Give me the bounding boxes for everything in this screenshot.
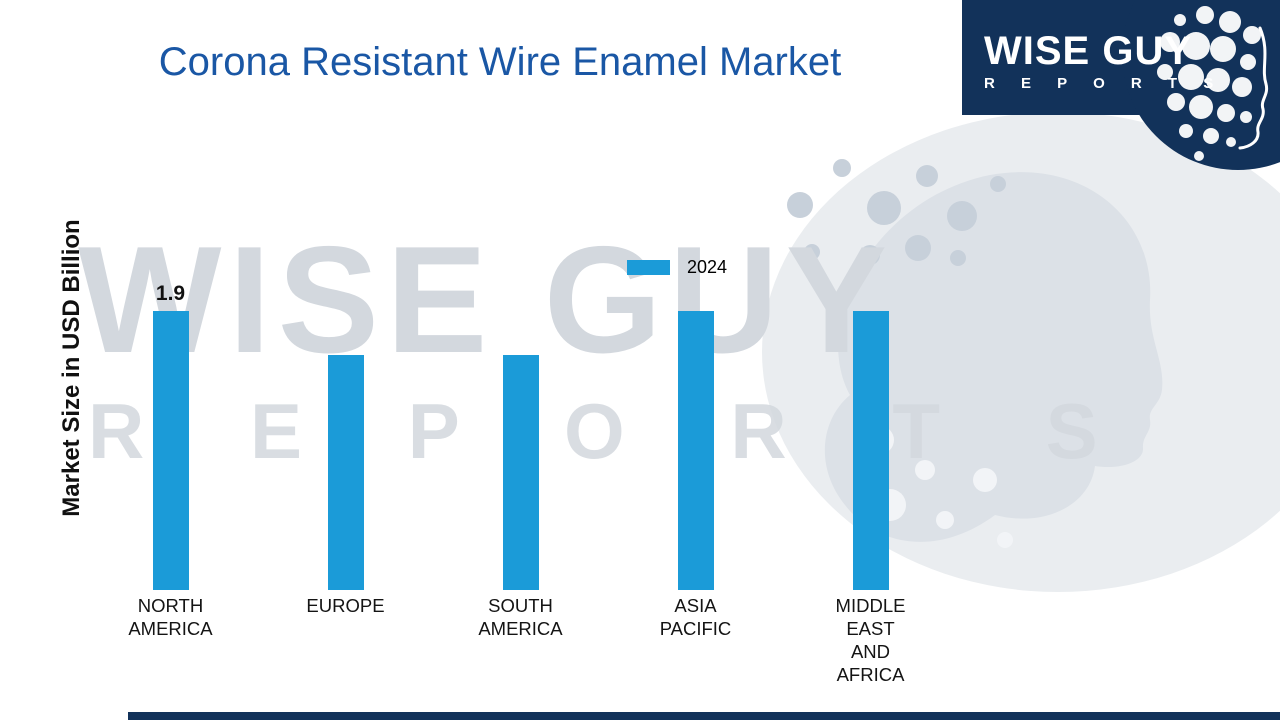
bar-column <box>783 280 958 590</box>
bar-value-label: 1.9 <box>155 282 186 305</box>
labels-row: NORTH AMERICA EUROPE SOUTH AMERICA ASIA PACIFI… <box>83 594 958 687</box>
bar-column <box>433 280 608 590</box>
legend-label: 2024 <box>687 257 728 277</box>
bar-south-america <box>502 355 539 590</box>
bar-column <box>258 280 433 590</box>
category-label: MIDDLE EAST AND AFRICA <box>835 595 906 686</box>
bar-column: 1.9 <box>83 280 258 590</box>
bar-north-america <box>152 311 189 590</box>
legend-swatch-2024 <box>627 260 670 275</box>
bar-middle-east-and-africa <box>852 311 889 590</box>
bars-row: 1.9 <box>83 280 958 590</box>
page-title: Corona Resistant Wire Enamel Market <box>158 40 842 84</box>
logo-subtitle: R E P O R T S <box>984 75 1225 92</box>
legend: 2024 <box>627 257 727 278</box>
logo-text: WISE GUY R E P O R T S <box>962 0 1280 92</box>
wiseguy-head-icon <box>1157 6 1269 161</box>
category-label: NORTH AMERICA <box>128 595 213 640</box>
footer-bar <box>128 712 1280 720</box>
wiseguy-logo: WISE GUY R E P O R T S <box>962 0 1280 170</box>
logo-wordmark: WISE GUY <box>984 29 1193 73</box>
category-label: SOUTH AMERICA <box>478 595 563 640</box>
category-label: EUROPE <box>306 595 385 616</box>
category-label: ASIA PACIFIC <box>659 595 732 640</box>
watermark-line2: R E P O R T S <box>88 387 1140 475</box>
bar-europe <box>327 355 364 590</box>
y-axis-label: Market Size in USD Billion <box>58 219 85 517</box>
bar-asia-pacific <box>677 311 714 590</box>
watermark-line1: WISE GUY <box>78 215 895 385</box>
bar-column <box>608 280 783 590</box>
